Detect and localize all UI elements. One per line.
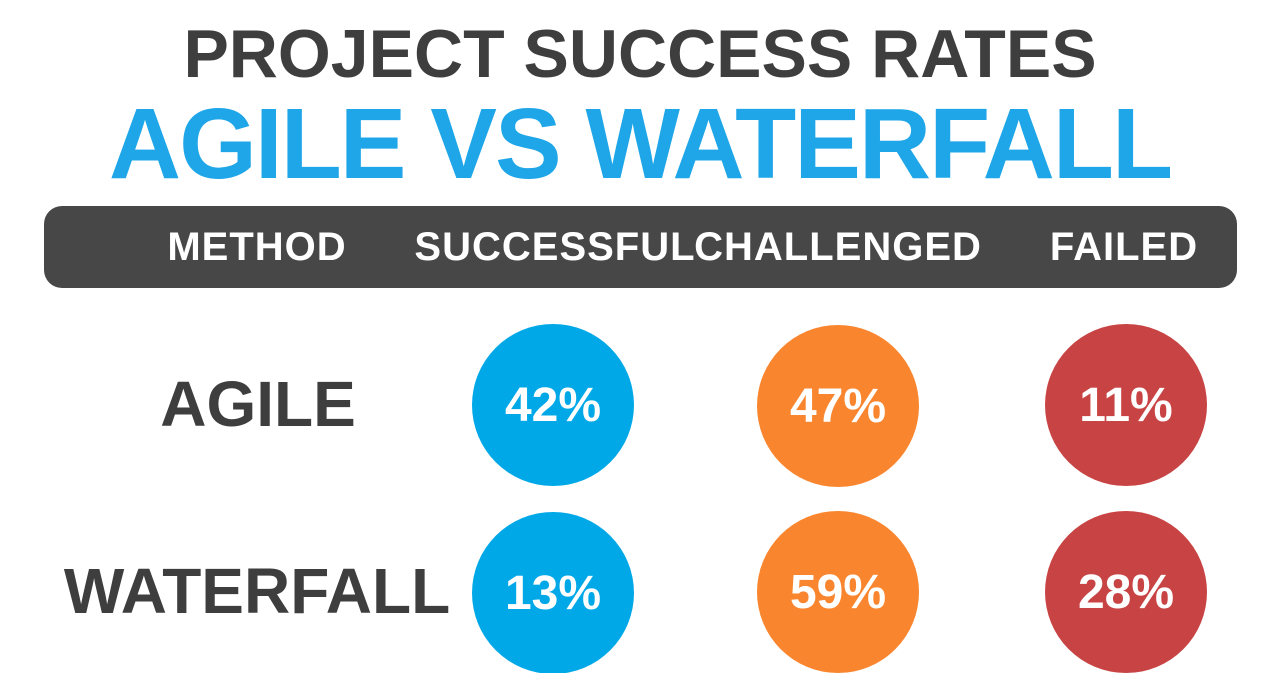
- agile-failed-circle: 11%: [1045, 324, 1207, 486]
- agile-challenged-circle: 47%: [757, 325, 919, 487]
- waterfall-successful-circle: 13%: [472, 512, 634, 673]
- agile-successful-value: 42%: [504, 378, 602, 432]
- agile-successful-circle: 42%: [472, 324, 634, 486]
- waterfall-challenged-circle: 59%: [757, 511, 919, 673]
- agile-challenged-value: 47%: [789, 379, 887, 433]
- column-header-challenged: CHALLENGED: [694, 225, 982, 269]
- row-label-agile: AGILE: [160, 368, 356, 440]
- page-subtitle: AGILE VS WATERFALL: [108, 88, 1173, 200]
- waterfall-successful-value: 13%: [504, 566, 602, 620]
- page-title: PROJECT SUCCESS RATES: [183, 16, 1097, 92]
- agile-failed-value: 11%: [1079, 378, 1173, 432]
- table-header-bar: [44, 206, 1237, 288]
- waterfall-challenged-value: 59%: [789, 565, 887, 619]
- row-label-waterfall: WATERFALL: [63, 555, 451, 627]
- waterfall-failed-value: 28%: [1077, 565, 1175, 619]
- column-header-method: METHOD: [167, 225, 347, 269]
- column-header-failed: FAILED: [1049, 225, 1199, 269]
- waterfall-failed-circle: 28%: [1045, 511, 1207, 673]
- column-header-successful: SUCCESSFUL: [414, 225, 696, 269]
